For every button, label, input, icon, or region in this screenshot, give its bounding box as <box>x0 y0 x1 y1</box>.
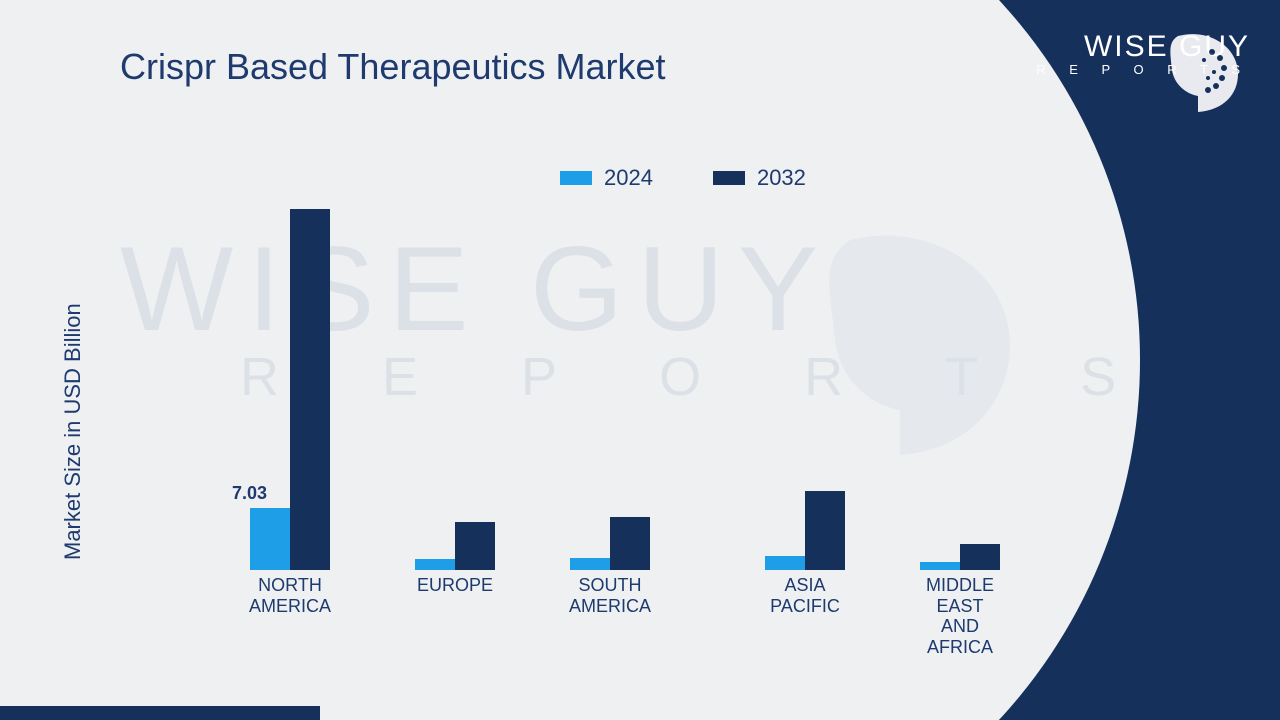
bar <box>415 559 455 570</box>
y-axis-label: Market Size in USD Billion <box>60 160 86 560</box>
bar <box>805 491 845 570</box>
category-label: MIDDLE EAST AND AFRICA <box>880 575 1040 658</box>
logo-head-icon <box>1164 32 1242 114</box>
bar <box>290 209 330 570</box>
legend-item-2024: 2024 <box>560 165 653 191</box>
category-label: SOUTH AMERICA <box>530 575 690 616</box>
legend-swatch-2024 <box>560 171 592 185</box>
bar <box>765 556 805 570</box>
legend-label-2024: 2024 <box>604 165 653 191</box>
category-label: NORTH AMERICA <box>210 575 370 616</box>
value-label: 7.03 <box>232 483 267 504</box>
legend-label-2032: 2032 <box>757 165 806 191</box>
bar-group: MIDDLE EAST AND AFRICA <box>880 200 1040 570</box>
chart-plot: NORTH AMERICA7.03EUROPESOUTH AMERICAASIA… <box>110 200 950 570</box>
page-root: WISE GUY R E P O R T S WISE GUY R E P O … <box>0 0 1280 720</box>
category-label: EUROPE <box>375 575 535 596</box>
bar-group: EUROPE <box>375 200 535 570</box>
bar-group: NORTH AMERICA7.03 <box>210 200 370 570</box>
category-label: ASIA PACIFIC <box>725 575 885 616</box>
bar <box>570 558 610 570</box>
legend: 2024 2032 <box>560 165 806 191</box>
legend-item-2032: 2032 <box>713 165 806 191</box>
bar <box>250 508 290 570</box>
bar <box>610 517 650 570</box>
footer-bar <box>0 706 320 720</box>
bar-group: SOUTH AMERICA <box>530 200 690 570</box>
bar-group: ASIA PACIFIC <box>725 200 885 570</box>
bar <box>960 544 1000 570</box>
brand-logo: WISE GUY R E P O R T S <box>1036 30 1250 77</box>
legend-swatch-2032 <box>713 171 745 185</box>
bar <box>920 562 960 570</box>
chart-title: Crispr Based Therapeutics Market <box>120 46 666 88</box>
bar <box>455 522 495 570</box>
